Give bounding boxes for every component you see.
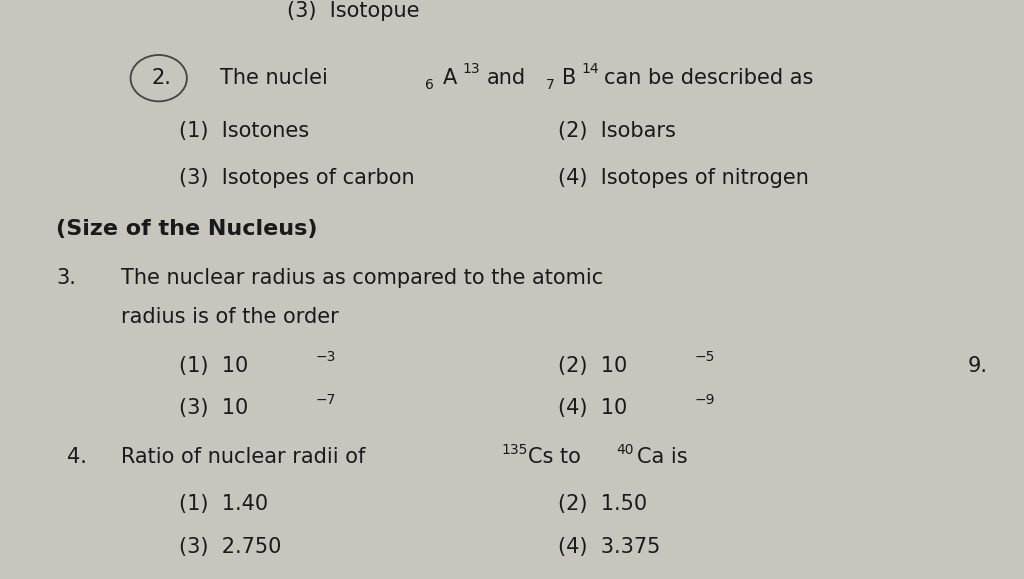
Text: The nuclear radius as compared to the atomic: The nuclear radius as compared to the at…	[121, 268, 603, 288]
Text: (Size of the Nucleus): (Size of the Nucleus)	[56, 219, 317, 239]
Text: 9.: 9.	[968, 356, 988, 376]
Text: (1)  10: (1) 10	[179, 356, 249, 376]
Text: (3)  Isotopes of carbon: (3) Isotopes of carbon	[179, 168, 415, 188]
Text: Cs to: Cs to	[528, 448, 582, 467]
Text: (1)  Isotones: (1) Isotones	[179, 122, 309, 141]
Text: radius is of the order: radius is of the order	[121, 307, 339, 327]
Text: A: A	[442, 68, 457, 88]
Text: (3)  Isotopue: (3) Isotopue	[287, 1, 419, 21]
Text: Ca is: Ca is	[637, 448, 687, 467]
Text: 7: 7	[546, 78, 555, 92]
Text: (2)  Isobars: (2) Isobars	[558, 122, 676, 141]
Text: (4)  Isotopes of nitrogen: (4) Isotopes of nitrogen	[558, 168, 809, 188]
Text: 40: 40	[616, 444, 634, 457]
Text: −5: −5	[694, 350, 715, 364]
Text: −7: −7	[315, 393, 336, 406]
Text: and: and	[486, 68, 525, 88]
Text: Ratio of nuclear radii of: Ratio of nuclear radii of	[121, 448, 366, 467]
Text: −3: −3	[315, 350, 336, 364]
Text: (3)  2.750: (3) 2.750	[179, 537, 282, 557]
Text: 3.: 3.	[56, 268, 76, 288]
Text: 2.: 2.	[152, 68, 171, 88]
Text: 135: 135	[502, 444, 528, 457]
Text: (3)  10: (3) 10	[179, 398, 249, 418]
Text: 14: 14	[582, 63, 599, 76]
Text: (2)  10: (2) 10	[558, 356, 628, 376]
Text: 13: 13	[463, 63, 480, 76]
Text: The nuclei: The nuclei	[220, 68, 328, 88]
Text: B: B	[562, 68, 577, 88]
Text: 6: 6	[425, 78, 434, 92]
Text: −9: −9	[694, 393, 715, 406]
Text: can be described as: can be described as	[604, 68, 813, 88]
Text: 4.: 4.	[67, 448, 86, 467]
Text: (1)  1.40: (1) 1.40	[179, 494, 268, 514]
Text: (2)  1.50: (2) 1.50	[558, 494, 647, 514]
Text: (4)  10: (4) 10	[558, 398, 628, 418]
Text: (4)  3.375: (4) 3.375	[558, 537, 660, 557]
